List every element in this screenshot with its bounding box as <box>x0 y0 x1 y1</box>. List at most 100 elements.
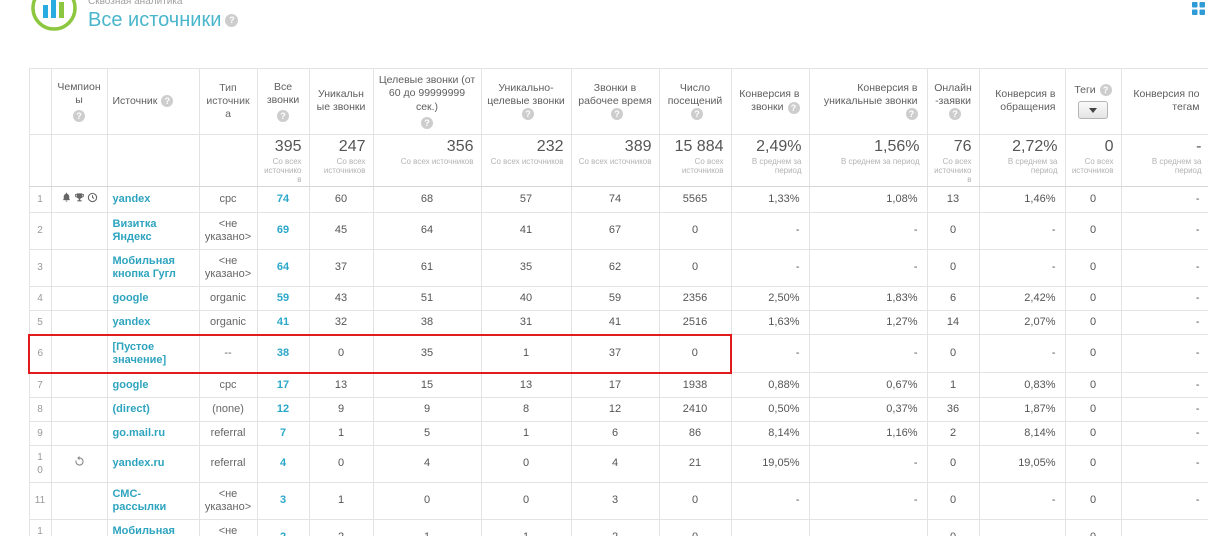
column-header-visits[interactable]: Число посещений? <box>658 68 732 135</box>
column-label: Онлайн-заявки <box>934 81 972 107</box>
column-header-conv_tags[interactable]: Конверсия по тегам <box>1120 68 1208 135</box>
column-header-online[interactable]: Онлайн-заявки? <box>926 68 980 135</box>
source-link[interactable]: [Пустое значение] <box>112 340 167 366</box>
summary-target_calls: 356 Со всех источников <box>372 133 482 187</box>
cell-conv_tags: - <box>1120 334 1208 374</box>
all-calls-link[interactable]: 59 <box>276 291 290 304</box>
header-row: Чемпионы? Источник? Тип источника Все звонк… <box>28 68 1208 135</box>
help-icon[interactable]: ? <box>787 101 800 114</box>
all-calls-link[interactable]: 17 <box>276 378 290 391</box>
cell-conv_unique: - <box>808 518 928 536</box>
column-header-conv_req[interactable]: Конверсия в обращения <box>978 68 1066 135</box>
all-calls-link[interactable]: 12 <box>276 402 290 415</box>
column-header-source[interactable]: Источник? <box>106 68 200 135</box>
cell-online: 1 <box>926 372 980 398</box>
cell-conv_calls: 1,63% <box>730 309 810 336</box>
column-header-target_calls[interactable]: Целевые звонки (от 60 до 99999999 сек.)? <box>372 68 482 135</box>
cell-champions <box>50 372 108 398</box>
column-header-num[interactable] <box>28 68 52 135</box>
column-header-tags[interactable]: Теги? <box>1064 68 1122 135</box>
cell-target_calls: 1 <box>372 518 482 536</box>
source-link[interactable]: yandex <box>112 315 151 328</box>
help-icon[interactable]: ? <box>73 110 85 123</box>
column-label: Тип источника <box>206 81 250 121</box>
cell-num: 3 <box>28 248 52 287</box>
apps-grid-icon[interactable] <box>1192 2 1205 15</box>
summary-tags: 0 Со всех источников <box>1064 133 1122 187</box>
all-calls-link[interactable]: 7 <box>279 426 287 439</box>
help-icon[interactable]: ? <box>611 108 623 121</box>
help-icon[interactable]: ? <box>949 108 961 121</box>
title-help-icon[interactable]: ? <box>225 14 239 28</box>
cell-work_time_calls: 67 <box>570 211 660 250</box>
summary-conv_unique: 1,56% В среднем за период <box>808 133 928 187</box>
cell-target_calls: 38 <box>372 309 482 336</box>
source-link[interactable]: google <box>112 291 149 304</box>
cell-visits: 21 <box>658 444 732 483</box>
cell-champions <box>50 396 108 422</box>
cell-source: Визитка Яндекс <box>106 211 200 250</box>
cell-unique_target_calls: 13 <box>480 372 572 398</box>
cell-visits: 86 <box>658 420 732 446</box>
help-icon[interactable]: ? <box>421 116 433 129</box>
column-header-unique_target_calls[interactable]: Уникально-целевые звонки? <box>480 68 572 135</box>
summary-caption: Со всех источников <box>578 156 652 166</box>
all-calls-link[interactable]: 4 <box>279 457 287 470</box>
all-calls-link[interactable]: 2 <box>280 531 286 536</box>
column-header-conv_unique[interactable]: Конверсия в уникальные звонки? <box>808 68 928 135</box>
help-icon[interactable]: ? <box>522 108 534 121</box>
cell-num: 7 <box>28 372 52 398</box>
cell-conv_tags: - <box>1120 420 1208 446</box>
all-calls-link[interactable]: 64 <box>276 261 290 274</box>
all-calls-link[interactable]: 74 <box>276 192 290 205</box>
help-icon[interactable]: ? <box>691 108 703 121</box>
column-header-work_time_calls[interactable]: Звонки в рабочее время? <box>570 68 660 135</box>
summary-value: 1,56% <box>874 137 920 155</box>
tags-filter-dropdown[interactable] <box>1078 101 1108 120</box>
source-link[interactable]: СМС-рассылки <box>112 487 167 513</box>
section-label: Сквозная аналитика <box>88 0 183 7</box>
table-row: 12Мобильная кнопка Общая<не указано>2211… <box>28 518 1208 536</box>
source-link[interactable]: yandex <box>112 192 151 205</box>
column-header-champions[interactable]: Чемпионы? <box>50 68 108 135</box>
summary-caption: Со всех источников <box>934 156 972 184</box>
cell-conv_req: 2,42% <box>978 285 1066 311</box>
column-label: Звонки в рабочее время <box>578 81 652 107</box>
help-icon[interactable]: ? <box>905 108 918 121</box>
cell-conv_req: 19,05% <box>978 444 1066 483</box>
cell-num: 5 <box>28 309 52 336</box>
source-link[interactable]: (direct) <box>112 402 150 415</box>
cell-source: Мобильная кнопка Гугл <box>106 248 200 287</box>
column-label: Все звонки <box>266 80 300 106</box>
source-link[interactable]: Мобильная кнопка Общая <box>112 524 175 536</box>
cell-visits: 0 <box>658 333 732 374</box>
cell-all_calls: 2 <box>256 518 310 536</box>
cell-work_time_calls: 74 <box>570 185 660 213</box>
source-link[interactable]: yandex.ru <box>112 457 165 470</box>
summary-caption: В среднем за период <box>1151 156 1202 175</box>
summary-value: 356 <box>446 137 474 155</box>
source-link[interactable]: google <box>112 378 149 391</box>
column-header-type[interactable]: Тип источника <box>198 68 258 135</box>
all-calls-link[interactable]: 69 <box>276 224 290 237</box>
column-header-unique_calls[interactable]: Уникальные звонки <box>308 68 374 135</box>
column-header-conv_calls[interactable]: Конверсия в звонки? <box>730 68 810 135</box>
source-link[interactable]: Визитка Яндекс <box>112 217 157 243</box>
all-calls-link[interactable]: 38 <box>276 347 290 360</box>
source-link[interactable]: go.mail.ru <box>112 426 166 439</box>
summary-unique_calls: 247 Со всех источников <box>308 133 374 187</box>
help-icon[interactable]: ? <box>1099 84 1112 97</box>
cell-champions <box>50 518 108 536</box>
column-label: Конверсия в звонки <box>739 88 800 114</box>
all-calls-link[interactable]: 41 <box>276 315 290 328</box>
all-calls-link[interactable]: 3 <box>279 494 287 507</box>
cell-unique_target_calls: 31 <box>480 309 572 336</box>
cell-num: 1 <box>28 185 52 213</box>
help-icon[interactable]: ? <box>277 110 289 123</box>
column-header-all_calls[interactable]: Все звонки? <box>256 68 310 135</box>
summary-empty <box>106 133 200 187</box>
help-icon[interactable]: ? <box>161 95 174 108</box>
source-link[interactable]: Мобильная кнопка Гугл <box>112 254 176 280</box>
cell-all_calls: 64 <box>256 248 310 287</box>
cell-conv_unique: 1,16% <box>808 420 928 446</box>
